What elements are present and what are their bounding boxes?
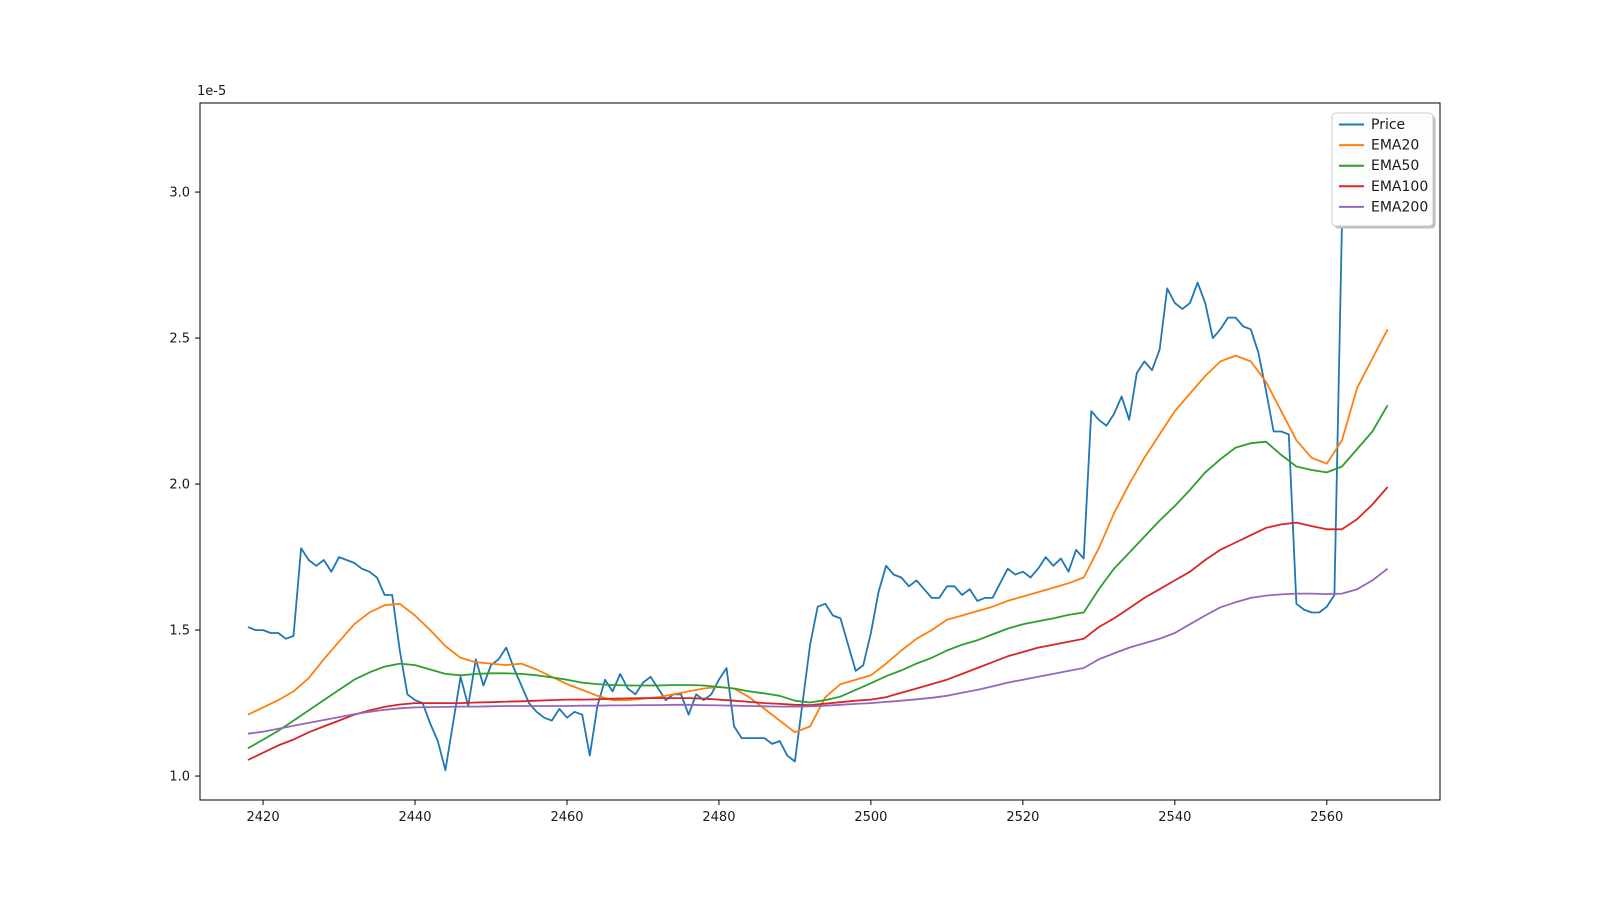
y-tick-label: 1.5 <box>169 624 190 639</box>
y-tick-label: 2.0 <box>169 478 190 493</box>
y-axis-offset-label: 1e-5 <box>197 84 226 99</box>
x-tick-label: 2500 <box>854 810 887 825</box>
series-line-ema20 <box>247 328 1389 734</box>
axes-frame <box>199 102 1441 801</box>
x-tick-label: 2480 <box>702 810 735 825</box>
legend-label-ema200: EMA200 <box>1371 199 1428 215</box>
legend-label-price: Price <box>1371 117 1405 133</box>
y-tick-label: 1.0 <box>169 770 190 785</box>
x-tick-label: 2460 <box>550 810 583 825</box>
y-tick-label: 2.5 <box>169 332 190 347</box>
x-tick-label: 2440 <box>398 810 431 825</box>
legend-label-ema100: EMA100 <box>1371 179 1428 195</box>
legend-label-ema20: EMA20 <box>1371 138 1419 154</box>
series-line-price <box>247 205 1389 772</box>
y-tick-label: 3.0 <box>169 186 190 201</box>
series-line-ema50 <box>247 404 1389 750</box>
x-tick-label: 2540 <box>1158 810 1191 825</box>
x-tick-label: 2560 <box>1310 810 1343 825</box>
legend-label-ema50: EMA50 <box>1371 158 1419 174</box>
series-line-ema100 <box>247 486 1389 761</box>
x-tick-label: 2520 <box>1006 810 1039 825</box>
legend-box <box>1331 112 1434 227</box>
x-tick-label: 2420 <box>247 810 280 825</box>
series-line-ema200 <box>247 567 1389 735</box>
